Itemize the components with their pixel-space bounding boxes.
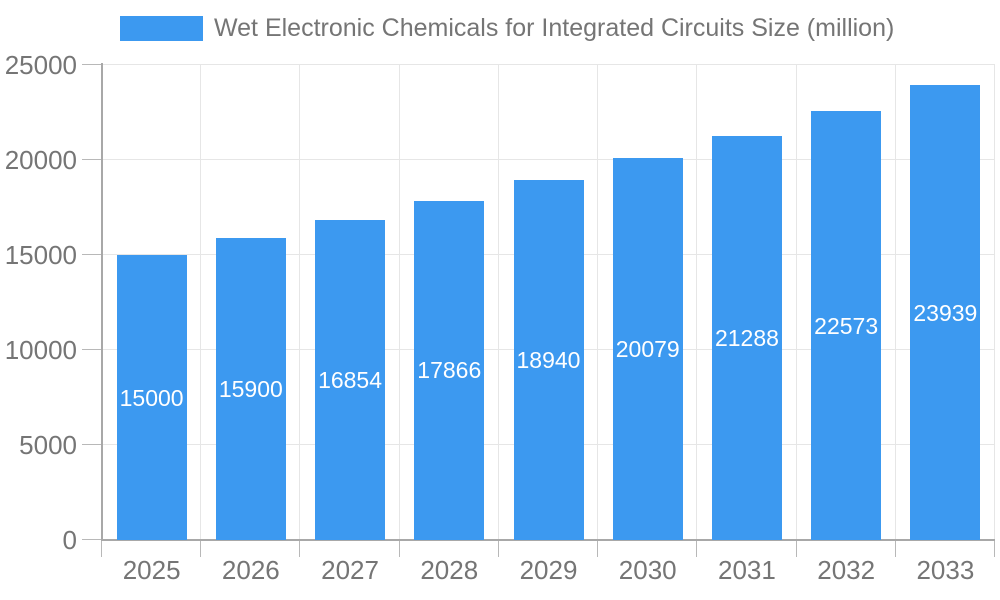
bar[interactable] xyxy=(612,158,683,540)
x-axis-tick xyxy=(795,540,797,557)
y-axis-tick xyxy=(82,254,102,255)
grid-line-vertical xyxy=(398,65,400,540)
x-axis-tick xyxy=(696,540,698,557)
grid-line-vertical xyxy=(497,65,499,540)
grid-line-vertical xyxy=(299,65,301,540)
x-axis-tick xyxy=(994,540,995,557)
x-axis-tick xyxy=(398,540,400,557)
x-axis-label: 2026 xyxy=(221,555,280,585)
legend-item[interactable]: Wet Electronic Chemicals for Integrated … xyxy=(120,14,894,43)
grid-line-vertical xyxy=(795,65,797,540)
grid-line-vertical xyxy=(200,65,202,540)
legend-label: Wet Electronic Chemicals for Integrated … xyxy=(214,14,895,42)
x-axis-tick xyxy=(200,540,202,557)
grid-line-vertical xyxy=(994,65,995,540)
bar-value-label: 17866 xyxy=(417,357,482,384)
bar-value-label: 20079 xyxy=(615,336,680,363)
x-axis-line xyxy=(101,539,995,541)
x-axis-label: 2032 xyxy=(817,555,876,585)
bar-value-label: 18940 xyxy=(516,347,581,374)
bar[interactable] xyxy=(811,111,882,540)
x-axis-tick xyxy=(894,540,896,557)
bar[interactable] xyxy=(711,135,782,540)
y-axis-label: 0 xyxy=(62,525,77,555)
bar[interactable] xyxy=(315,219,386,540)
y-axis-label: 15000 xyxy=(4,240,77,270)
bar[interactable] xyxy=(414,200,485,540)
x-axis-label: 2027 xyxy=(321,555,379,585)
x-axis-label: 2033 xyxy=(916,555,975,585)
bar-value-label: 22573 xyxy=(814,312,879,339)
bar[interactable] xyxy=(215,237,286,540)
legend-swatch xyxy=(120,16,203,41)
bar-value-label: 16854 xyxy=(318,366,383,393)
x-axis-label: 2025 xyxy=(122,555,181,585)
grid-line-horizontal xyxy=(102,159,995,160)
x-axis-tick xyxy=(299,540,301,557)
y-axis-tick xyxy=(82,349,102,350)
x-axis-tick xyxy=(101,540,102,557)
x-axis-label: 2030 xyxy=(618,555,677,585)
bar[interactable] xyxy=(513,180,584,540)
bar-value-label: 15000 xyxy=(119,384,184,411)
x-axis-tick xyxy=(497,540,499,557)
y-axis-label: 20000 xyxy=(4,145,77,175)
y-axis-tick xyxy=(82,444,102,445)
bar-value-label: 23939 xyxy=(913,299,978,326)
y-axis-tick xyxy=(82,539,102,540)
bar[interactable] xyxy=(910,85,981,540)
x-axis-tick xyxy=(597,540,599,557)
x-axis-label: 2031 xyxy=(718,555,776,585)
grid-line-vertical xyxy=(597,65,599,540)
x-axis-label: 2029 xyxy=(519,555,578,585)
x-axis-label: 2028 xyxy=(420,555,479,585)
y-axis-label: 5000 xyxy=(19,430,77,460)
bar-value-label: 21288 xyxy=(714,324,779,351)
grid-line-vertical xyxy=(894,65,896,540)
y-axis-label: 25000 xyxy=(4,50,77,80)
y-axis-line xyxy=(101,63,103,540)
y-axis-tick xyxy=(82,159,102,160)
bar[interactable] xyxy=(116,255,187,540)
bar-value-label: 15900 xyxy=(218,375,283,402)
grid-line-vertical xyxy=(696,65,698,540)
y-axis-label: 10000 xyxy=(4,335,77,365)
y-axis-tick xyxy=(82,64,102,65)
grid-line-horizontal xyxy=(102,64,995,65)
